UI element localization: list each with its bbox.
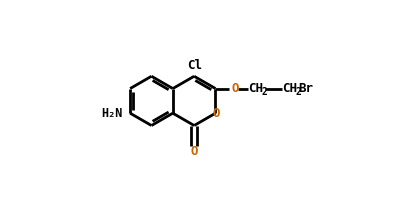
Text: CH: CH (283, 82, 297, 95)
Text: 2: 2 (262, 87, 268, 97)
Text: CH: CH (249, 82, 264, 95)
Text: H₂N: H₂N (101, 107, 123, 120)
Text: O: O (212, 107, 220, 120)
Text: Cl: Cl (187, 59, 202, 72)
Text: 2: 2 (295, 87, 301, 97)
Text: O: O (232, 82, 239, 95)
Text: O: O (190, 145, 198, 158)
Text: Br: Br (299, 82, 314, 95)
